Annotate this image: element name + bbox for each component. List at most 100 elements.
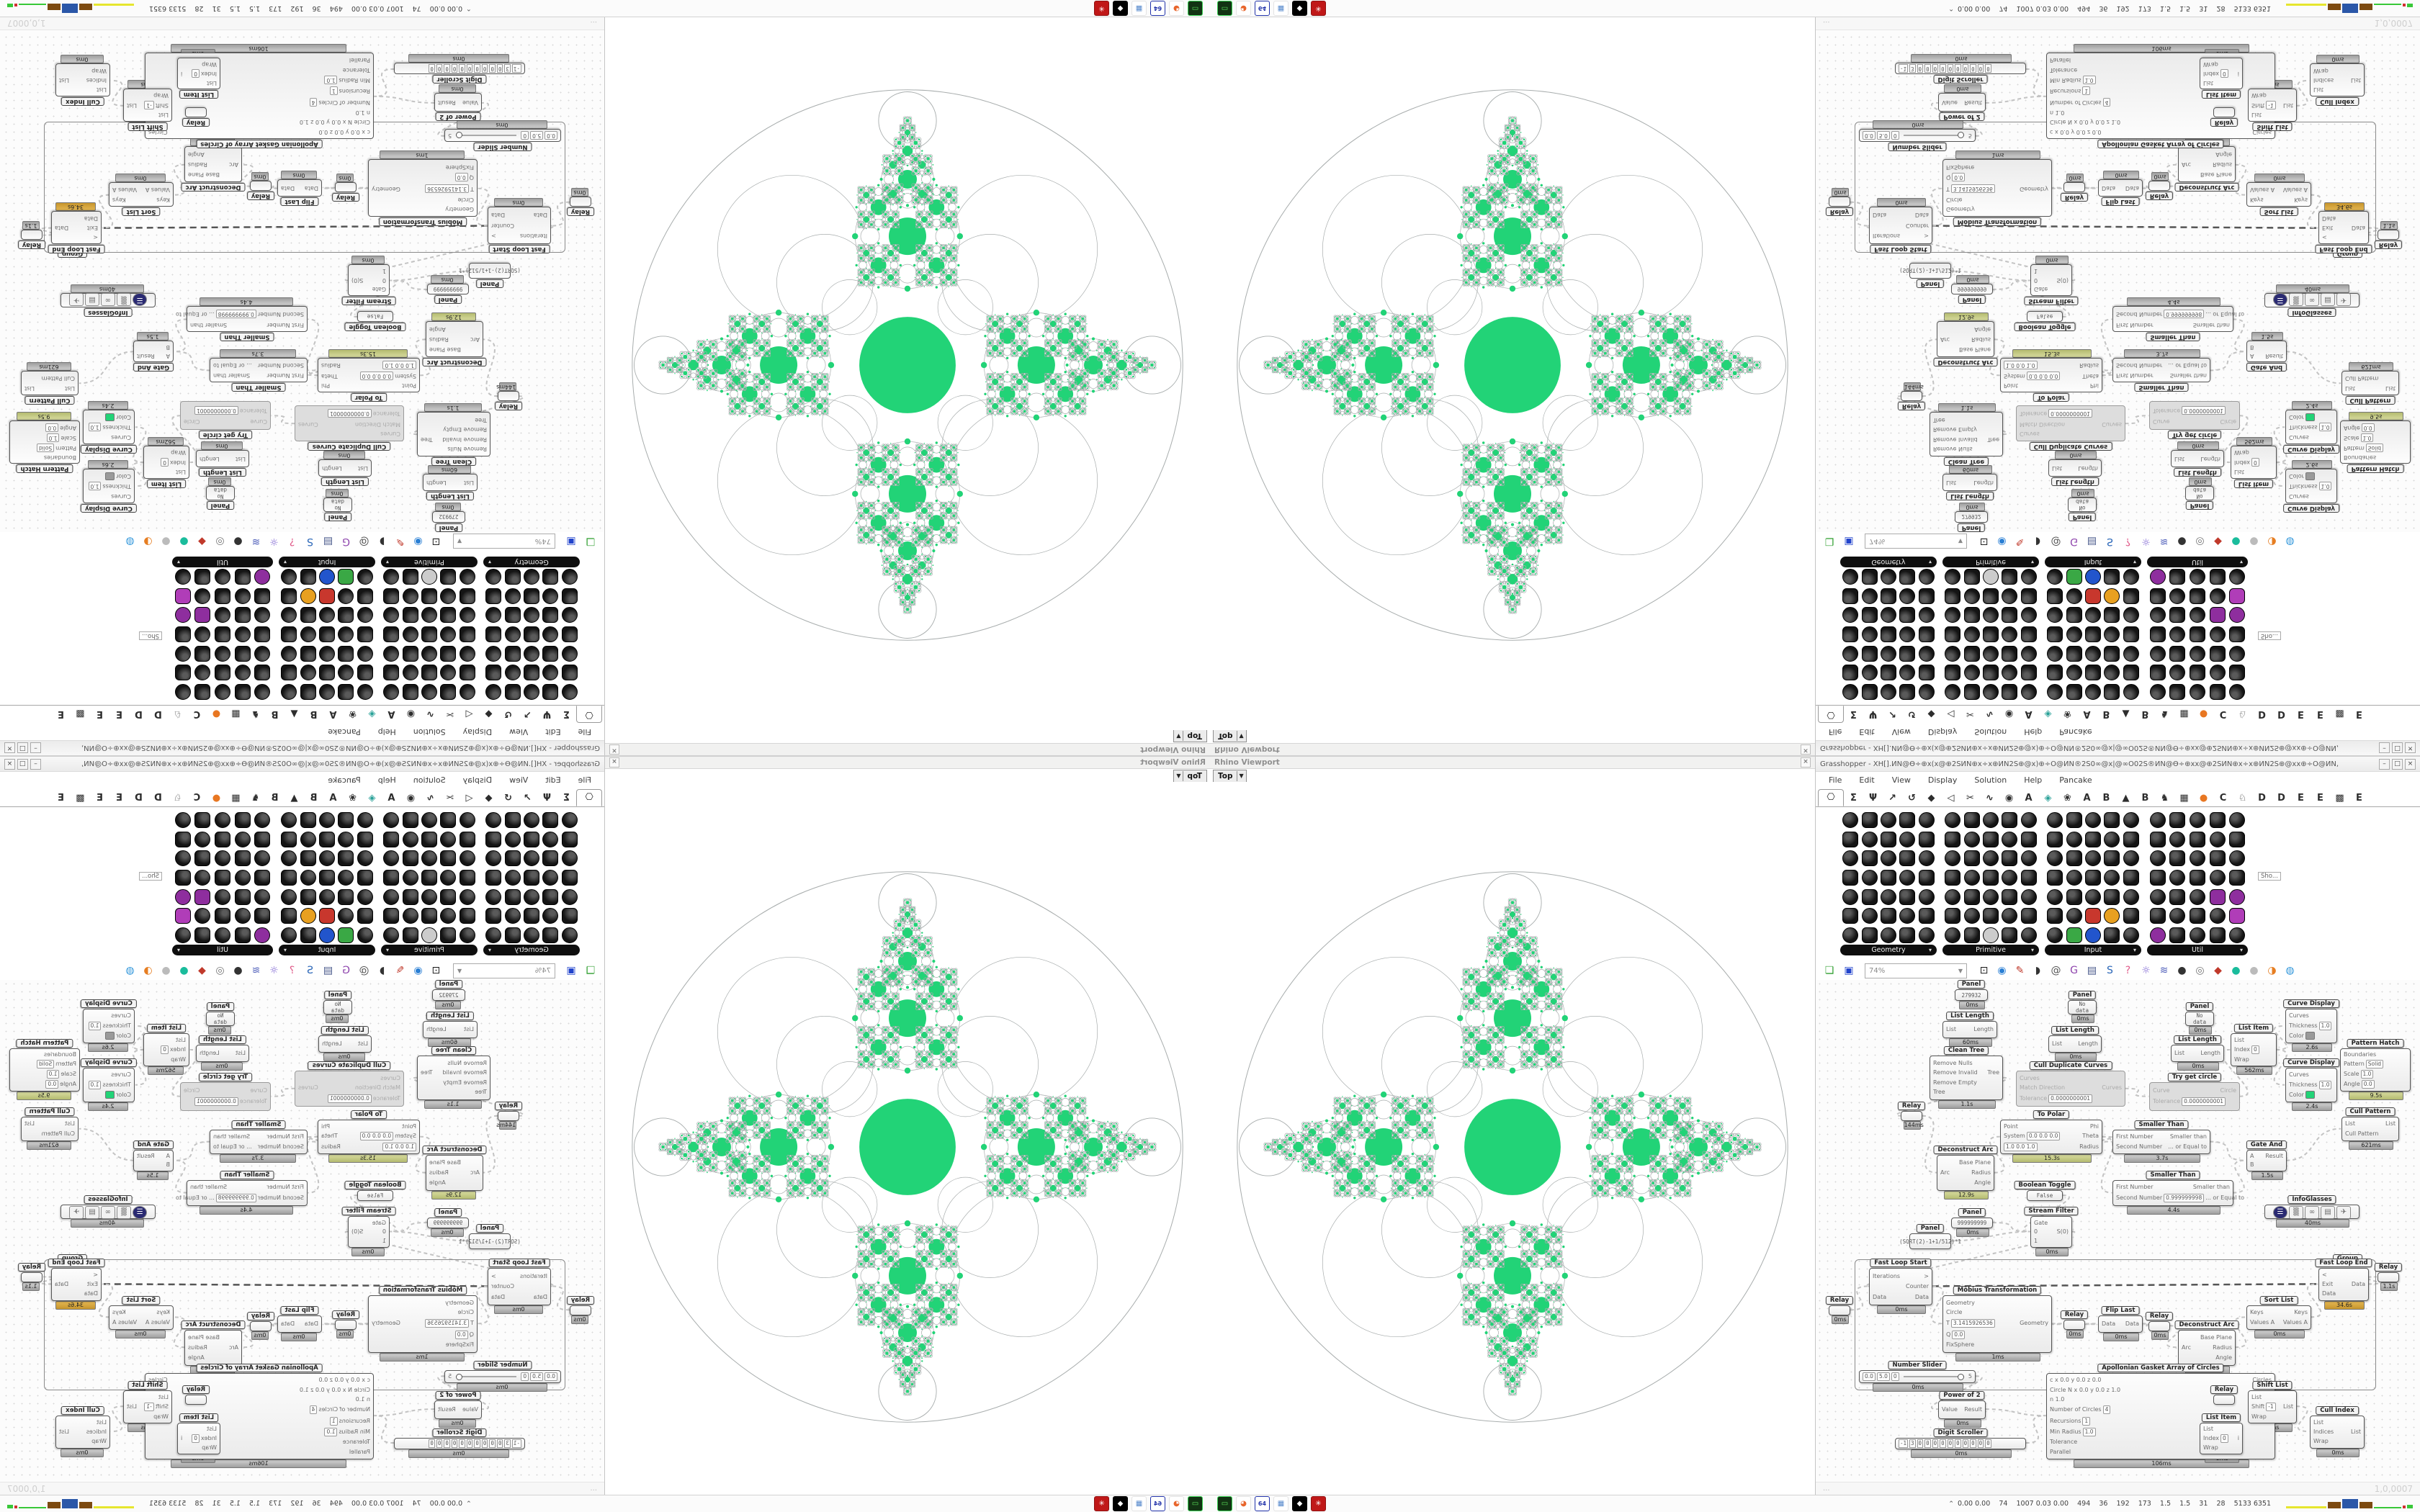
component-icon[interactable] bbox=[357, 665, 373, 681]
component-icon[interactable] bbox=[524, 850, 540, 867]
component-icon[interactable] bbox=[459, 645, 475, 662]
node-body[interactable]: 0.0 5.0 0 5 bbox=[1859, 129, 1976, 142]
menu-item-file[interactable]: File bbox=[1829, 775, 1842, 785]
palette-group-label[interactable]: Util ▾ bbox=[172, 945, 273, 955]
zoom-extents-icon[interactable]: ⊡ bbox=[1975, 534, 1993, 549]
slider-value-box[interactable]: 0.0 bbox=[1863, 131, 1876, 140]
tab-plugin-orange[interactable]: ● bbox=[207, 706, 226, 721]
component-icon[interactable] bbox=[1918, 665, 1935, 681]
value-box[interactable]: 1.0 bbox=[2318, 1080, 2332, 1089]
component-icon[interactable] bbox=[561, 665, 578, 681]
component-icon[interactable] bbox=[2002, 812, 2018, 829]
gh-node-smaller-than-a[interactable]: Smaller Than First Number Smaller than Seco… bbox=[210, 349, 308, 392]
tab-plugin-a2[interactable]: A bbox=[323, 791, 343, 806]
component-icon[interactable] bbox=[194, 831, 211, 847]
digit-cell[interactable]: 0 bbox=[1962, 64, 1969, 73]
component-icon[interactable] bbox=[1963, 665, 1980, 681]
node-body[interactable] bbox=[21, 230, 42, 240]
chevron-down-icon[interactable]: ▼ bbox=[457, 968, 462, 974]
component-icon[interactable] bbox=[524, 812, 540, 829]
component-icon[interactable] bbox=[338, 831, 354, 847]
dna-icon[interactable]: ≋ bbox=[2155, 534, 2173, 549]
sphere-gray-icon[interactable]: ● bbox=[2245, 963, 2263, 978]
component-icon[interactable] bbox=[215, 869, 231, 886]
value-box[interactable]: 1.0 bbox=[324, 76, 338, 85]
chevron-down-icon[interactable]: ▾ bbox=[386, 947, 389, 953]
value-box[interactable]: 0 bbox=[2251, 458, 2259, 467]
digit-cell[interactable]: 0 bbox=[496, 1439, 503, 1448]
value-box[interactable]: 1.0 0.0 1.0 bbox=[382, 361, 416, 370]
component-icon[interactable] bbox=[300, 908, 316, 924]
gh-node-list-length-c[interactable]: List Length List Length 0ms bbox=[196, 441, 249, 477]
gh-node-relay-e[interactable]: Relay 0ms bbox=[246, 172, 275, 200]
tab-plugin-b1[interactable]: B bbox=[304, 791, 323, 806]
tab-plugin-flower[interactable]: ❀ bbox=[2058, 706, 2077, 721]
tab-plugin-horse[interactable]: ♘ bbox=[168, 706, 187, 721]
slider-knob[interactable] bbox=[1957, 1374, 1964, 1380]
gha-icon[interactable]: G bbox=[337, 963, 355, 978]
component-icon[interactable] bbox=[1861, 626, 1878, 643]
component-icon[interactable] bbox=[215, 626, 231, 643]
gha-icon[interactable]: G bbox=[2065, 963, 2083, 978]
component-icon[interactable] bbox=[2066, 927, 2082, 943]
node-body[interactable]: < Exit Data Data bbox=[2318, 211, 2369, 244]
value-box[interactable]: 1.0 bbox=[2360, 1070, 2374, 1079]
component-icon[interactable] bbox=[542, 888, 559, 905]
component-icon[interactable] bbox=[561, 607, 578, 624]
gh-node-panel-nodata-a[interactable]: Panel No data 0ms bbox=[2068, 991, 2097, 1023]
gh-node-fast-loop-end[interactable]: Fast Loop End < Exit Data Data 34.6s bbox=[2315, 202, 2372, 253]
component-icon[interactable] bbox=[1861, 683, 1878, 700]
node-body[interactable]: Curves Thickness 1.0 Color bbox=[83, 410, 135, 444]
component-icon[interactable] bbox=[402, 588, 418, 604]
open-file-icon[interactable]: ❏ bbox=[583, 534, 599, 549]
gh-node-smaller-than-b[interactable]: Smaller Than First Number Smaller than Seco… bbox=[2112, 297, 2244, 341]
infoglasses-icon[interactable]: ☰ bbox=[2273, 1206, 2287, 1219]
menu-item-pancake[interactable]: Pancake bbox=[2059, 775, 2092, 785]
component-icon[interactable] bbox=[300, 588, 316, 604]
component-icon[interactable] bbox=[524, 607, 540, 624]
component-icon[interactable] bbox=[2020, 888, 2037, 905]
component-icon[interactable] bbox=[281, 869, 297, 886]
tab-plugin-dots[interactable]: ▩ bbox=[2330, 706, 2349, 721]
sphere-teal-icon[interactable]: ● bbox=[2227, 534, 2245, 549]
tab-maths[interactable]: Σ bbox=[1844, 706, 1863, 721]
value-box[interactable]: 0.0000000001 bbox=[2048, 409, 2093, 418]
close-icon[interactable]: × bbox=[609, 757, 619, 768]
help-icon[interactable]: ? bbox=[283, 963, 301, 978]
component-icon[interactable] bbox=[300, 869, 316, 886]
component-icon[interactable] bbox=[383, 665, 400, 681]
component-icon[interactable] bbox=[485, 645, 502, 662]
gumball-icon[interactable]: ◗ bbox=[373, 963, 391, 978]
component-icon[interactable] bbox=[2189, 588, 2205, 604]
component-icon[interactable] bbox=[319, 888, 336, 905]
node-body[interactable] bbox=[2378, 1272, 2399, 1282]
digit-cell[interactable]: -1 bbox=[511, 64, 521, 73]
value-box[interactable]: 0.0 bbox=[454, 1330, 468, 1339]
gh-node-relay-e[interactable]: Relay 0ms bbox=[2145, 1312, 2174, 1340]
component-icon[interactable] bbox=[2020, 626, 2037, 643]
component-icon[interactable] bbox=[1899, 812, 1916, 829]
digit-cell[interactable]: 0 bbox=[481, 1439, 488, 1448]
menu-item-solution[interactable]: Solution bbox=[413, 728, 446, 737]
gh-node-moebius[interactable]: Möbius Transformation Geometry Circle T 3.14… bbox=[1942, 150, 2052, 226]
component-icon[interactable] bbox=[338, 888, 354, 905]
component-icon[interactable] bbox=[2104, 888, 2120, 905]
chevron-down-icon[interactable]: ▼ bbox=[1958, 968, 1963, 974]
component-icon[interactable] bbox=[2066, 626, 2082, 643]
component-icon[interactable] bbox=[524, 908, 540, 924]
component-icon[interactable] bbox=[561, 645, 578, 662]
component-icon[interactable] bbox=[1880, 626, 1896, 643]
component-icon[interactable] bbox=[1842, 869, 1859, 886]
component-icon[interactable] bbox=[281, 888, 297, 905]
tab-plugin-flower[interactable]: ❀ bbox=[343, 791, 362, 806]
component-icon[interactable] bbox=[1842, 607, 1859, 624]
infoglasses-icon[interactable]: ☰ bbox=[133, 1206, 147, 1219]
gh-node-clean-tree[interactable]: Clean Tree Remove Nulls Remove Invalid Tree… bbox=[1930, 403, 2003, 466]
node-body[interactable]: -1 3 0 0 0 0 0 0 0 0 0 0 bbox=[1895, 63, 2026, 74]
infoglasses-icon[interactable]: ∞ bbox=[2305, 1206, 2319, 1219]
component-icon[interactable] bbox=[174, 927, 191, 943]
component-icon[interactable] bbox=[174, 588, 191, 604]
component-icon[interactable] bbox=[2084, 607, 2101, 624]
component-icon[interactable] bbox=[194, 888, 211, 905]
